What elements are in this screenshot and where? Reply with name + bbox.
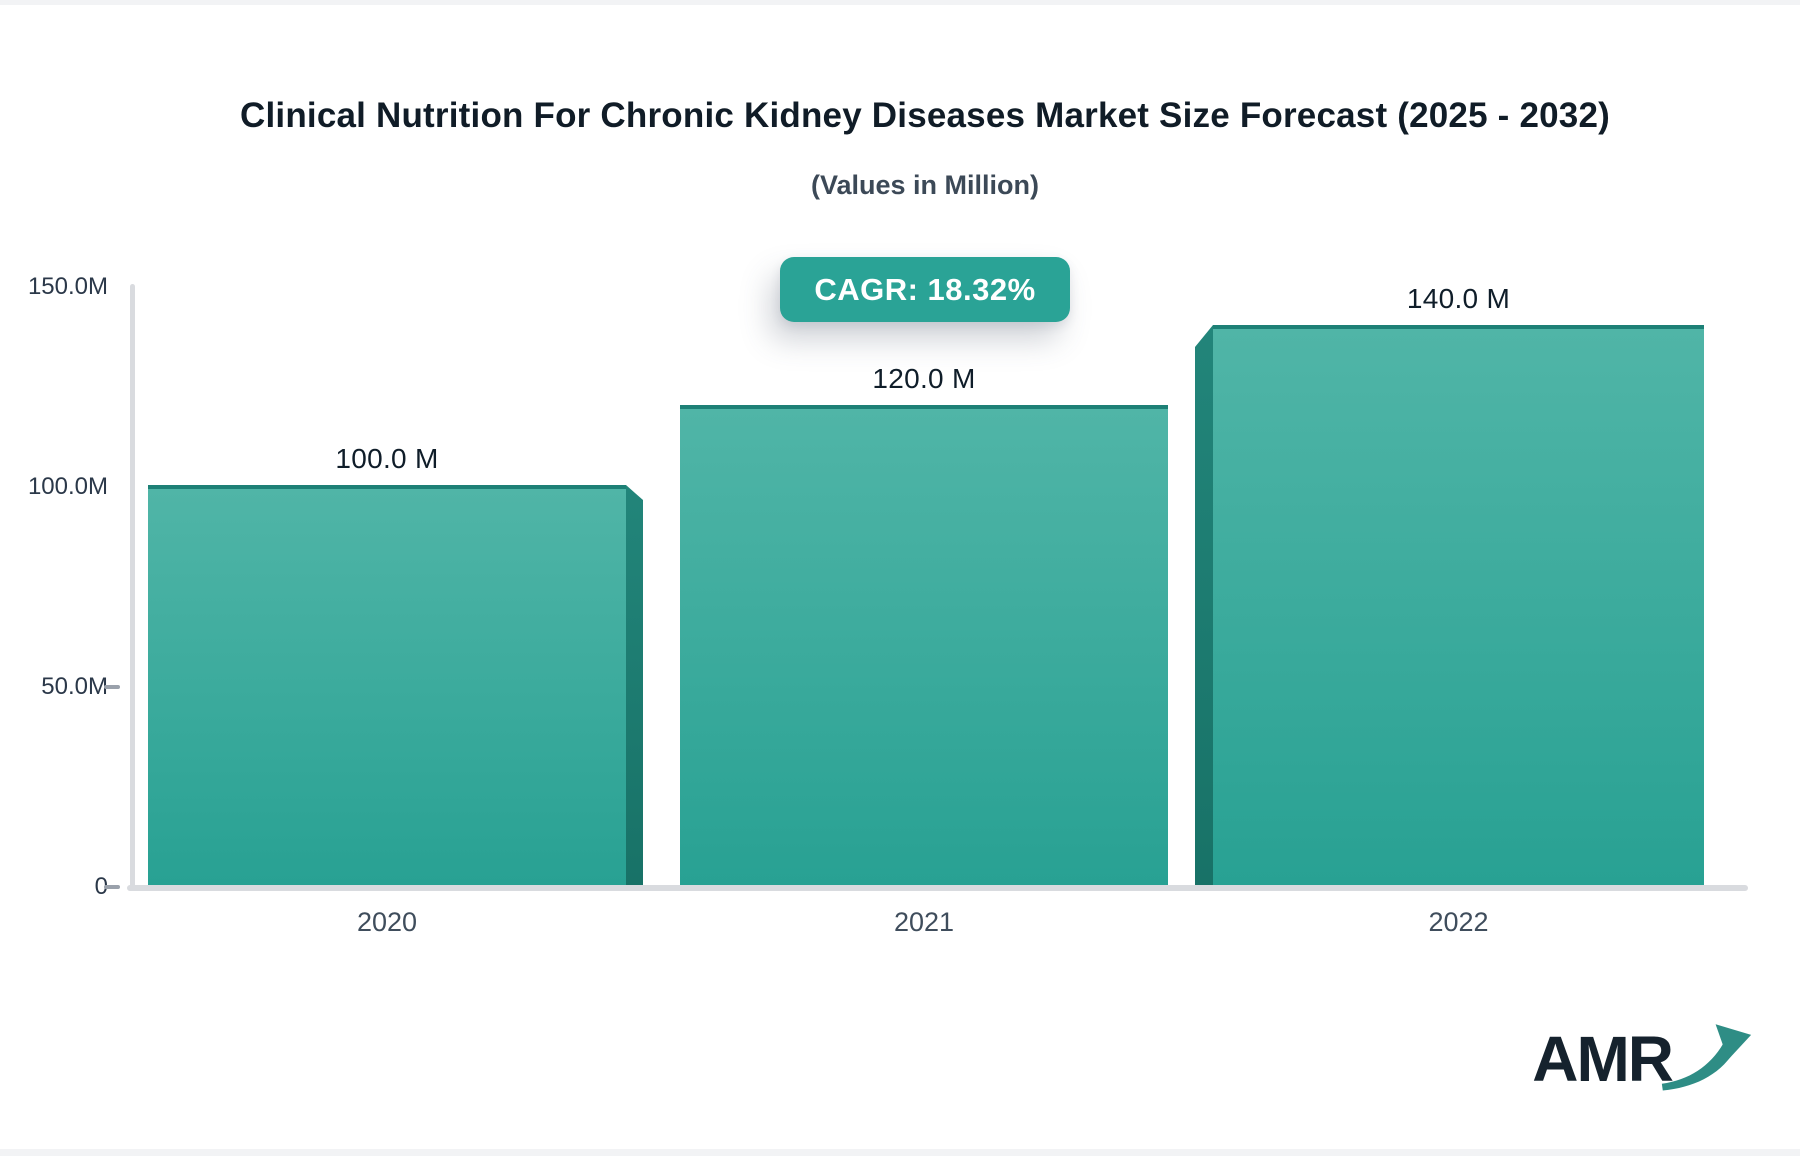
page-subtitle: (Values in Million): [810, 170, 1040, 200]
y-tick-label: 100.0M: [27, 473, 108, 500]
growth-arrow-icon: [1661, 1024, 1752, 1091]
y-tick-label: 50.0M: [41, 673, 108, 700]
x-axis-category-label: 2022: [1428, 907, 1489, 937]
bar-2020-face: [148, 485, 626, 885]
amr-logo: AMR: [1532, 1022, 1754, 1096]
x-axis-line: [127, 885, 1748, 891]
cagr-badge-label: CAGR: 18.32%: [814, 271, 1036, 307]
x-axis-category-label: 2021: [893, 907, 955, 937]
y-axis-line: [130, 284, 135, 890]
bar-value-label: 140.0 M: [1406, 283, 1511, 314]
x-axis-category-label: 2020: [356, 907, 418, 937]
page-bottom-edge: [0, 1149, 1800, 1156]
y-tick-label: 150.0M: [27, 273, 108, 300]
bar-2020-3d-side: [626, 485, 643, 885]
y-tick-label: 0: [94, 873, 108, 900]
y-tick-mark: [104, 685, 120, 689]
bar-chart-plot-area: 150.0M 100.0M 50.0M 0 100.0 M 2020 120.0…: [0, 274, 1800, 937]
bar-value-label: 120.0 M: [872, 363, 976, 394]
y-tick-mark: [104, 885, 120, 889]
page-top-edge: [0, 0, 1800, 5]
bar-2020: 100.0 M 2020: [148, 443, 643, 937]
bar-2021-face: [680, 405, 1168, 885]
bar-value-label: 100.0 M: [335, 443, 439, 474]
amr-logo-text: AMR: [1532, 1023, 1674, 1095]
bar-2022: 140.0 M 2022: [1195, 283, 1704, 937]
cagr-badge: CAGR: 18.32%: [780, 257, 1070, 322]
bar-2022-3d-side: [1195, 325, 1213, 885]
page-title: Clinical Nutrition For Chronic Kidney Di…: [240, 96, 1610, 135]
bar-2022-face: [1213, 325, 1704, 885]
bar-2021: 120.0 M 2021: [680, 363, 1168, 937]
